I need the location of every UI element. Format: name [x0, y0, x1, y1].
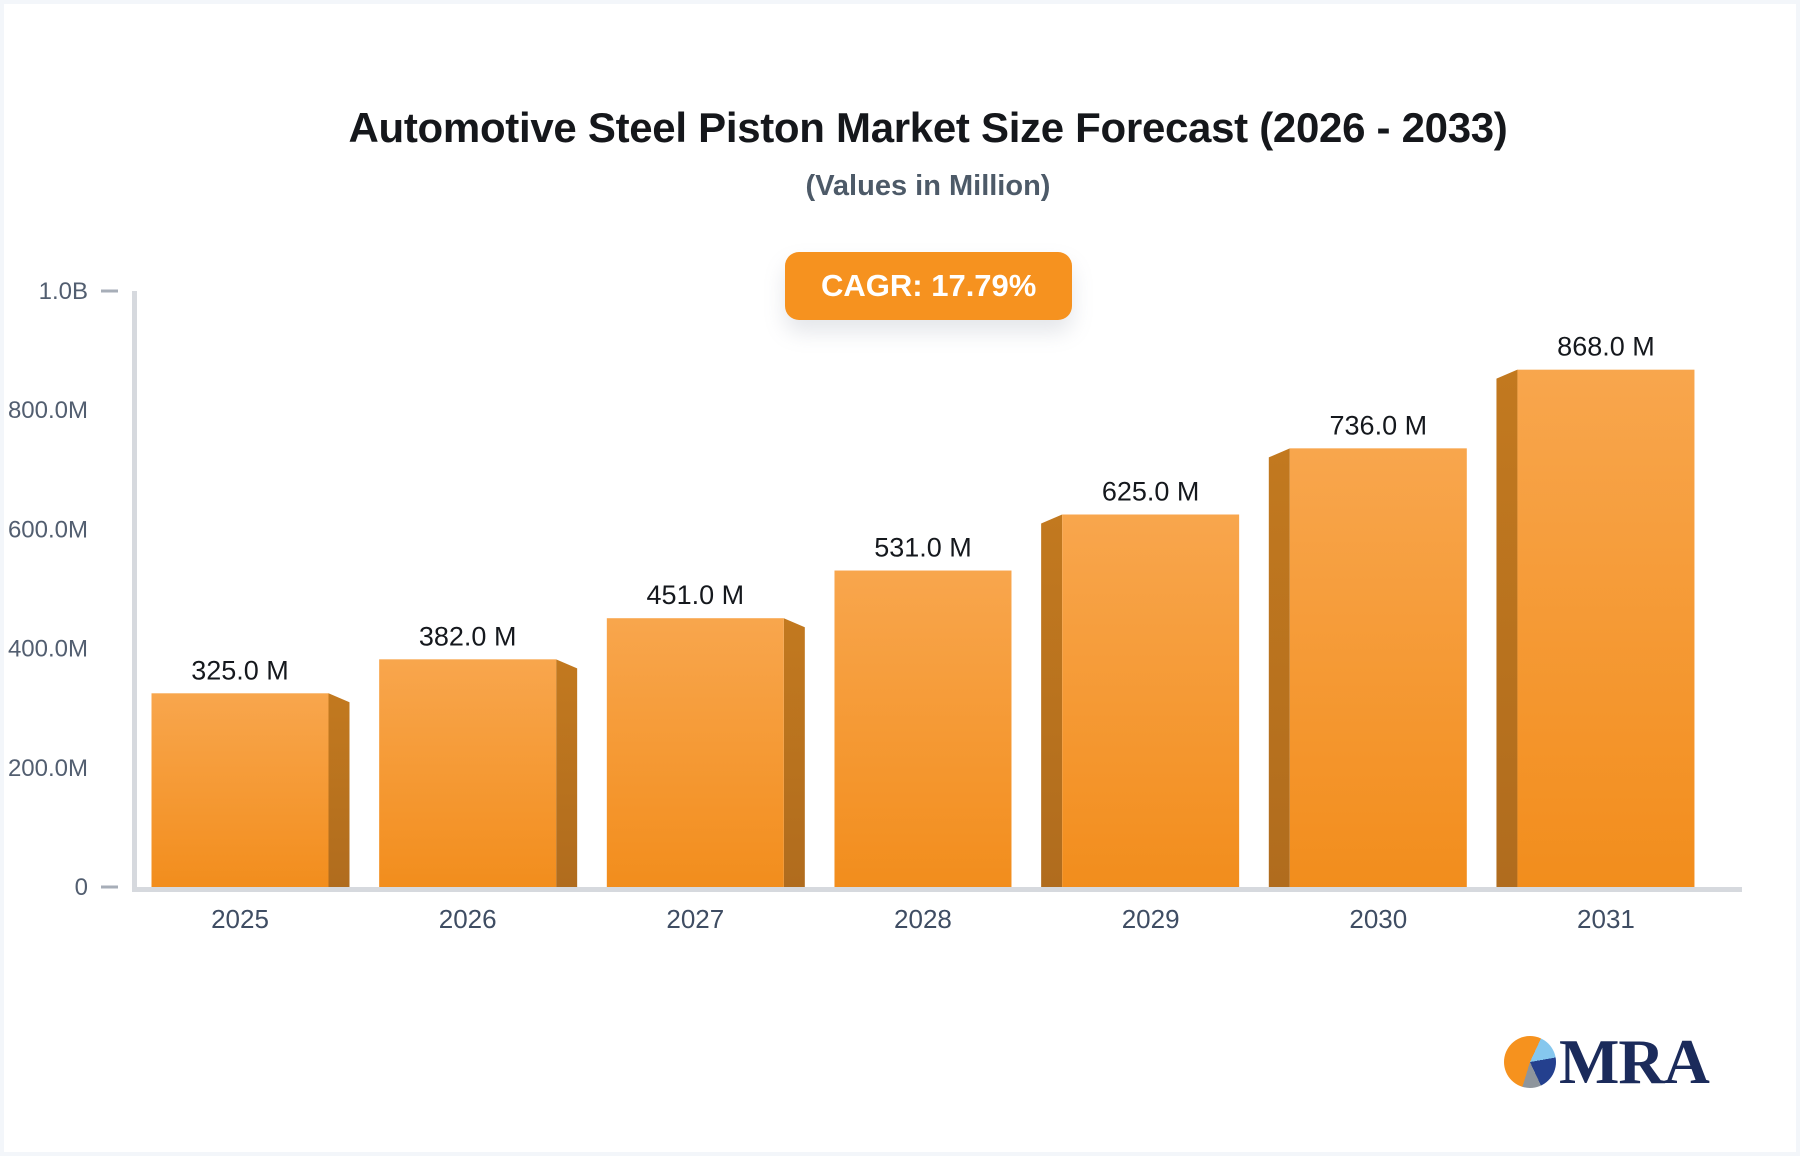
y-axis-label: 0: [75, 874, 88, 901]
bar-value-label-2026: 382.0 M: [419, 621, 517, 651]
bar-value-label-2028: 531.0 M: [874, 533, 972, 563]
bar-2027: [606, 618, 784, 890]
bar-side-2029: [1041, 514, 1063, 890]
x-axis-label-2031: 2031: [1577, 904, 1635, 934]
x-axis-line: [132, 887, 1742, 892]
bar-value-label-2027: 451.0 M: [647, 580, 745, 610]
bar-value-label-2030: 736.0 M: [1330, 410, 1428, 440]
y-axis-tick: [101, 885, 118, 889]
pie-chart-logo-icon: [1504, 1036, 1556, 1088]
logo-text: MRA: [1559, 1026, 1710, 1097]
bar-2030: [1289, 448, 1467, 890]
bar-side-2026: [556, 659, 578, 890]
bar-value-label-2031: 868.0 M: [1557, 332, 1655, 362]
y-axis-label: 200.0M: [8, 755, 88, 782]
bar-2029: [1062, 514, 1240, 890]
x-axis-label-2028: 2028: [894, 904, 952, 934]
mra-logo: MRA: [1504, 1026, 1710, 1097]
x-axis-label-2029: 2029: [1122, 904, 1180, 934]
bar-2026: [379, 659, 557, 890]
x-axis-label-2027: 2027: [666, 904, 724, 934]
chart-title: Automotive Steel Piston Market Size Fore…: [348, 104, 1508, 151]
cagr-badge: CAGR: 17.79%: [785, 252, 1073, 320]
x-axis-label-2026: 2026: [439, 904, 497, 934]
y-axis-label: 800.0M: [8, 397, 88, 424]
bar-2031: [1517, 369, 1695, 890]
bar-value-label-2029: 625.0 M: [1102, 477, 1200, 507]
x-axis-label-2030: 2030: [1349, 904, 1407, 934]
bar-2025: [151, 693, 329, 890]
y-axis-label: 1.0B: [39, 278, 88, 305]
y-axis-label: 400.0M: [8, 636, 88, 663]
bar-side-2031: [1496, 369, 1518, 890]
bar-2028: [834, 570, 1012, 890]
y-axis-tick: [101, 289, 118, 293]
x-axis-label-2025: 2025: [211, 904, 269, 934]
chart-subtitle: (Values in Million): [805, 170, 1051, 202]
bar-value-label-2025: 325.0 M: [191, 655, 289, 685]
y-axis-label: 600.0M: [8, 516, 88, 543]
bar-side-2025: [328, 693, 350, 890]
bar-side-2030: [1268, 448, 1290, 890]
bar-side-2027: [783, 618, 805, 890]
y-axis-line: [132, 291, 137, 892]
